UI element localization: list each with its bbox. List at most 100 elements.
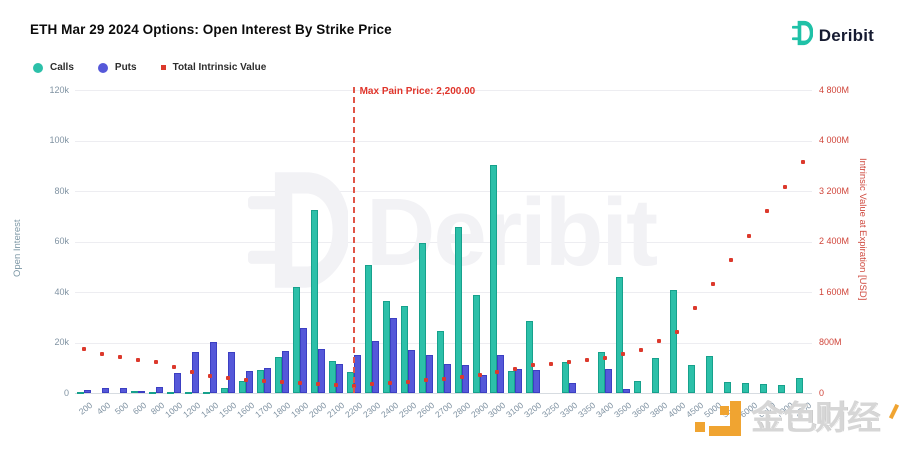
max-pain-line (352, 87, 355, 393)
intrinsic-value-dot (441, 376, 446, 381)
intrinsic-value-dot (621, 351, 626, 356)
right-axis-title: Intrinsic Value at Expiration [USD] (857, 158, 868, 301)
call-bar (670, 290, 678, 393)
jinse-watermark: 金色财经 (695, 399, 900, 442)
gridline (75, 342, 812, 344)
legend-label-intrinsic-value: Total Intrinsic Value (172, 62, 267, 73)
page-title: ETH Mar 29 2024 Options: Open Interest B… (30, 22, 392, 37)
put-bar (245, 371, 253, 393)
deribit-watermark: Deribit (248, 168, 658, 297)
left-axis-tick: 40k (54, 286, 69, 297)
jinse-wordmark: 金色财经 (751, 399, 880, 436)
put-bar (623, 389, 631, 393)
put-bar (479, 375, 487, 393)
intrinsic-value-dot (711, 282, 716, 287)
put-bar (84, 389, 91, 393)
intrinsic-value-dot (801, 160, 805, 164)
call-bar (220, 387, 228, 393)
call-bar (238, 381, 246, 393)
x-axis-tick: 2600 (414, 400, 436, 420)
x-axis-tick: 4000 (666, 400, 688, 420)
left-axis-tick: 100k (49, 135, 69, 145)
x-axis-tick: 1800 (270, 400, 292, 420)
intrinsic-value-dot (549, 361, 554, 366)
call-bar (130, 391, 138, 393)
intrinsic-value-dot (495, 369, 500, 374)
put-bar (389, 318, 397, 393)
calls-marker-icon (33, 62, 43, 73)
intrinsic-value-dot (693, 306, 698, 311)
call-bar (778, 384, 785, 393)
x-axis-tick: 1600 (234, 400, 256, 420)
x-axis-tick: 2300 (360, 400, 382, 420)
put-bar (335, 363, 343, 393)
call-bar (364, 264, 372, 393)
intrinsic-value-dot (567, 360, 572, 365)
put-bar (569, 383, 577, 393)
max-pain-label: Max Pain Price: 2,200.00 (359, 86, 476, 97)
call-bar (598, 351, 606, 393)
intrinsic-value-marker-icon (160, 65, 166, 70)
call-bar (454, 226, 462, 393)
x-axis-tick: 600 (130, 400, 149, 417)
intrinsic-value-dot (423, 378, 428, 383)
intrinsic-value-dot (207, 374, 212, 378)
left-axis-tick: 80k (54, 185, 69, 196)
put-bar (317, 349, 325, 393)
gridline (75, 191, 812, 192)
left-axis-tick: 0 (63, 387, 69, 398)
legend-item-puts[interactable]: Puts (97, 62, 137, 73)
put-bar (102, 387, 109, 393)
left-axis-title: Open Interest (12, 219, 23, 277)
put-bar (425, 354, 433, 393)
x-axis-tick: 1900 (288, 400, 310, 420)
call-bar (328, 360, 336, 393)
put-bar (119, 387, 127, 393)
call-bar (400, 305, 408, 393)
deribit-watermark-mark-icon (248, 168, 350, 297)
legend-item-intrinsic-value[interactable]: Total Intrinsic Value (160, 62, 267, 73)
x-axis-tick: 1200 (180, 400, 202, 420)
call-bar (292, 286, 300, 393)
legend-item-calls[interactable]: Calls (33, 62, 74, 73)
deribit-watermark-text: Deribit (366, 178, 658, 286)
put-bar (155, 386, 163, 393)
x-axis-tick: 2800 (450, 400, 472, 420)
x-axis-tick: 1500 (216, 400, 238, 420)
intrinsic-value-dot (657, 338, 662, 343)
intrinsic-value-dot (405, 380, 410, 384)
x-axis-tick: 400 (94, 400, 113, 417)
left-axis-tick: 20k (54, 337, 69, 347)
right-axis-tick: 3 200M (819, 185, 850, 196)
put-bar (227, 352, 235, 393)
deribit-mark-icon (791, 20, 814, 51)
x-axis-tick: 2100 (324, 400, 346, 420)
call-bar (796, 378, 803, 393)
intrinsic-value-dot (369, 382, 374, 386)
gridline (75, 292, 812, 293)
x-axis-tick: 1700 (252, 400, 274, 420)
x-axis-tick: 800 (148, 400, 167, 417)
call-bar (184, 392, 192, 395)
intrinsic-value-dot (585, 357, 590, 362)
intrinsic-value-dot (117, 355, 122, 359)
gridline (75, 90, 812, 91)
intrinsic-value-dot (387, 381, 392, 385)
x-axis-tick: 1400 (198, 400, 220, 420)
legend-label-calls: Calls (50, 62, 74, 73)
call-bar (418, 242, 426, 393)
call-bar (724, 381, 732, 393)
put-bar (533, 369, 541, 393)
put-bar (407, 350, 415, 393)
gridline (75, 393, 812, 394)
call-bar (652, 358, 660, 393)
jinse-logo-icon (695, 401, 743, 442)
puts-marker-icon (97, 62, 108, 73)
intrinsic-value-dot (135, 357, 140, 362)
call-bar (706, 355, 714, 393)
intrinsic-value-dot (189, 369, 194, 374)
intrinsic-value-dot (225, 375, 230, 380)
call-bar (526, 321, 534, 393)
call-bar (562, 361, 570, 393)
